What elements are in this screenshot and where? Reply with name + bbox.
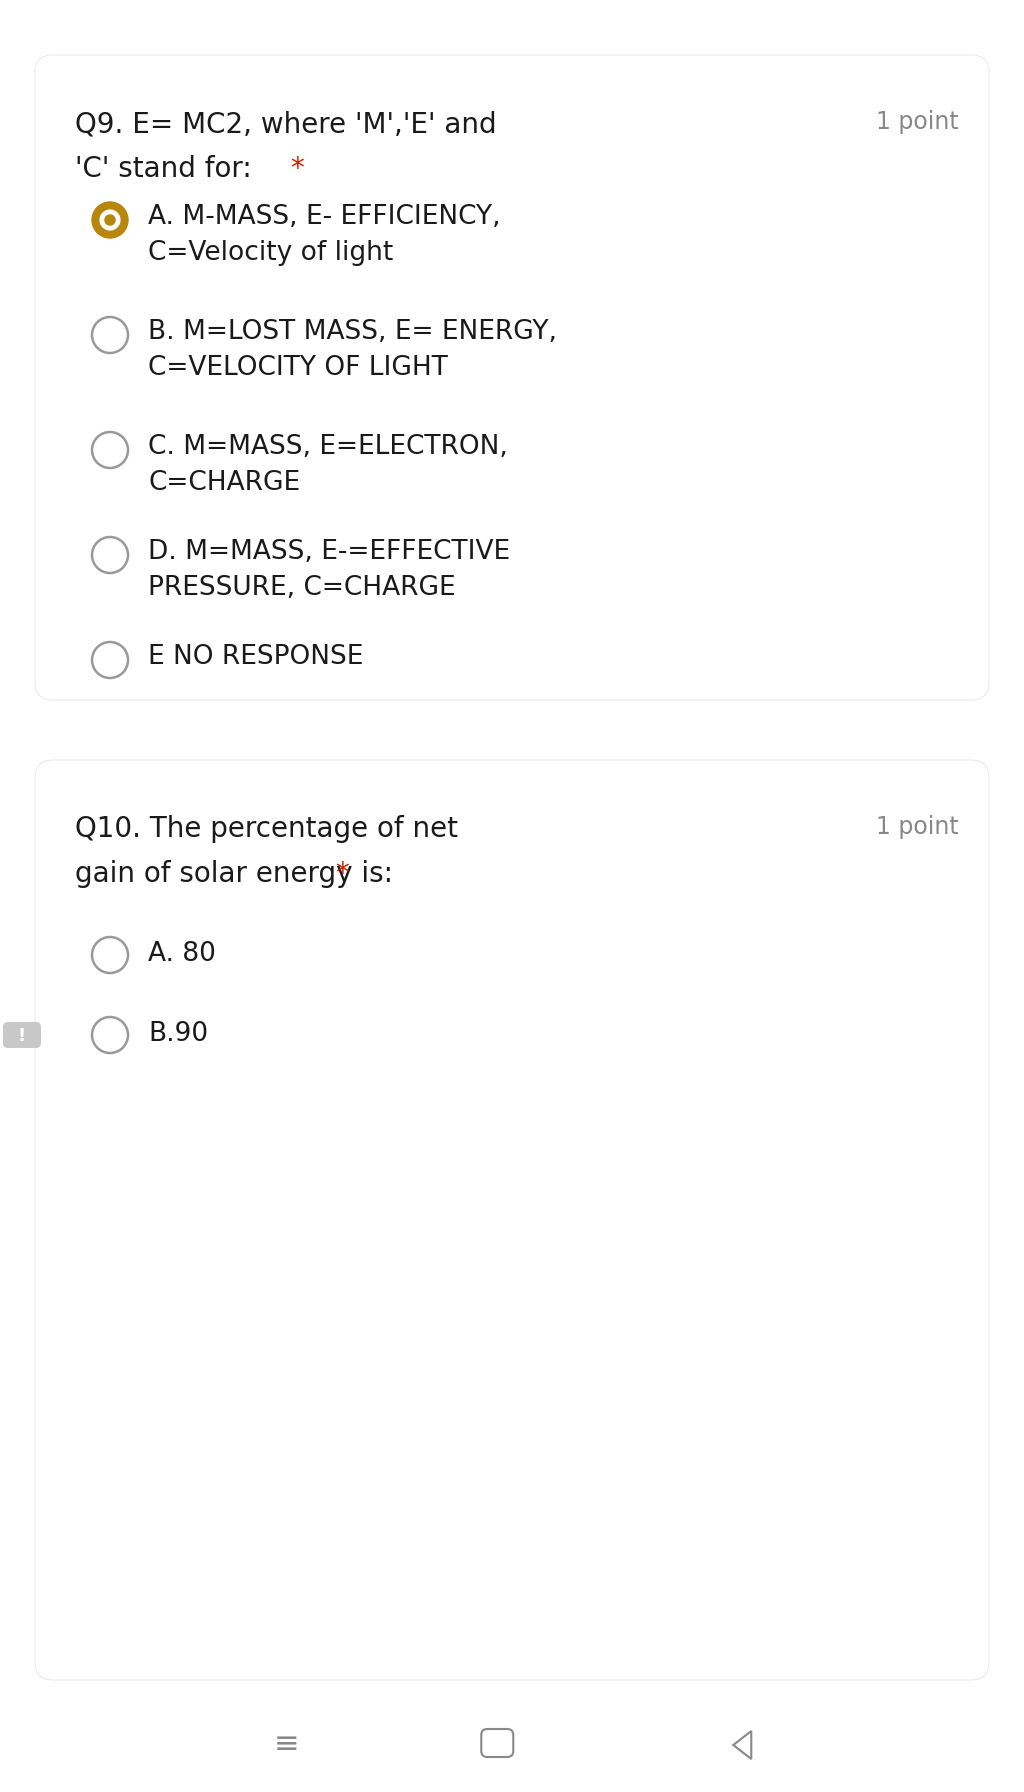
Circle shape xyxy=(92,432,128,468)
Text: !: ! xyxy=(18,1027,26,1045)
FancyBboxPatch shape xyxy=(3,1021,41,1048)
Circle shape xyxy=(100,210,120,229)
Circle shape xyxy=(92,538,128,573)
Circle shape xyxy=(92,202,128,238)
Text: gain of solar energy is:: gain of solar energy is: xyxy=(75,860,401,889)
Text: *: * xyxy=(335,860,349,889)
Text: C=Velocity of light: C=Velocity of light xyxy=(148,240,393,265)
FancyBboxPatch shape xyxy=(0,1711,1024,1792)
Circle shape xyxy=(92,642,128,677)
Text: D. M=MASS, E-=EFFECTIVE: D. M=MASS, E-=EFFECTIVE xyxy=(148,539,510,564)
Text: *: * xyxy=(290,154,304,183)
Text: 'C' stand for:: 'C' stand for: xyxy=(75,154,261,183)
FancyBboxPatch shape xyxy=(35,56,989,701)
Circle shape xyxy=(92,1018,128,1054)
Text: C=CHARGE: C=CHARGE xyxy=(148,470,300,496)
Text: B.90: B.90 xyxy=(148,1021,208,1047)
Text: 1 point: 1 point xyxy=(877,109,959,134)
Text: E NO RESPONSE: E NO RESPONSE xyxy=(148,643,364,670)
Text: Q9. E= MC2, where 'M','E' and: Q9. E= MC2, where 'M','E' and xyxy=(75,109,497,138)
Text: PRESSURE, C=CHARGE: PRESSURE, C=CHARGE xyxy=(148,575,456,600)
Text: A. M-MASS, E- EFFICIENCY,: A. M-MASS, E- EFFICIENCY, xyxy=(148,204,501,229)
Circle shape xyxy=(104,215,115,226)
Text: C. M=MASS, E=ELECTRON,: C. M=MASS, E=ELECTRON, xyxy=(148,434,508,461)
Text: 1 point: 1 point xyxy=(877,815,959,839)
Circle shape xyxy=(92,317,128,353)
FancyBboxPatch shape xyxy=(35,760,989,1679)
Text: ≡: ≡ xyxy=(274,1731,299,1760)
Circle shape xyxy=(92,937,128,973)
Text: B. M=LOST MASS, E= ENERGY,: B. M=LOST MASS, E= ENERGY, xyxy=(148,319,557,346)
Text: A. 80: A. 80 xyxy=(148,941,216,968)
Text: C=VELOCITY OF LIGHT: C=VELOCITY OF LIGHT xyxy=(148,355,447,382)
Text: Q10. The percentage of net: Q10. The percentage of net xyxy=(75,815,458,842)
